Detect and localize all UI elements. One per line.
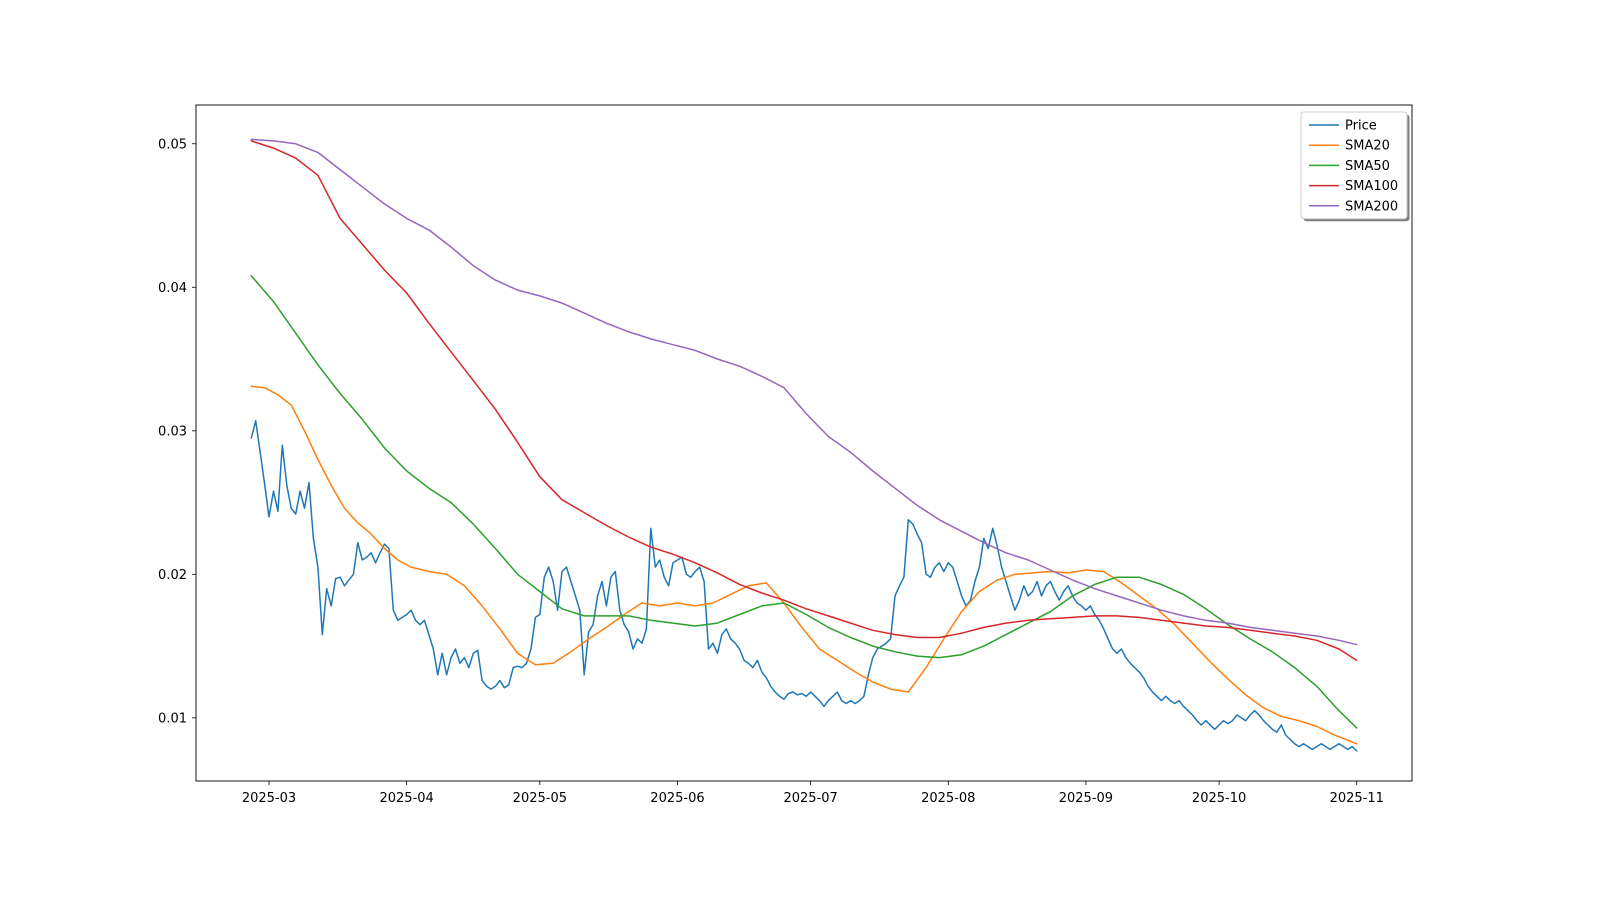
y-tick-label: 0.01: [158, 711, 187, 726]
y-tick-label: 0.03: [158, 424, 187, 439]
series-line-sma20: [250, 385, 1358, 745]
series-line-sma100: [250, 140, 1358, 662]
axes-frame: [195, 104, 1413, 782]
x-tick-label: 2025-08: [921, 791, 975, 806]
legend-label-sma100: SMA100: [1345, 179, 1398, 194]
legend-label-price: Price: [1345, 119, 1377, 134]
series-line-sma50: [250, 275, 1358, 729]
legend-label-sma20: SMA20: [1345, 139, 1390, 154]
x-tick-label: 2025-11: [1330, 791, 1384, 806]
y-tick-label: 0.05: [158, 137, 187, 152]
x-tick-label: 2025-04: [379, 791, 433, 806]
legend-box: [1300, 111, 1408, 220]
x-tick-label: 2025-03: [242, 791, 296, 806]
axes-background: [196, 105, 1412, 781]
series-line-sma200: [250, 138, 1358, 646]
x-tick-label: 2025-09: [1059, 791, 1113, 806]
x-tick-label: 2025-06: [650, 791, 704, 806]
legend-label-sma50: SMA50: [1345, 159, 1390, 174]
series-line-price: [250, 420, 1358, 752]
y-tick-label: 0.02: [158, 568, 187, 583]
legend-label-sma200: SMA200: [1345, 199, 1398, 214]
x-tick-label: 2025-07: [783, 791, 837, 806]
x-tick-label: 2025-05: [513, 791, 567, 806]
y-tick-label: 0.04: [158, 281, 187, 296]
x-tick-label: 2025-10: [1192, 791, 1246, 806]
